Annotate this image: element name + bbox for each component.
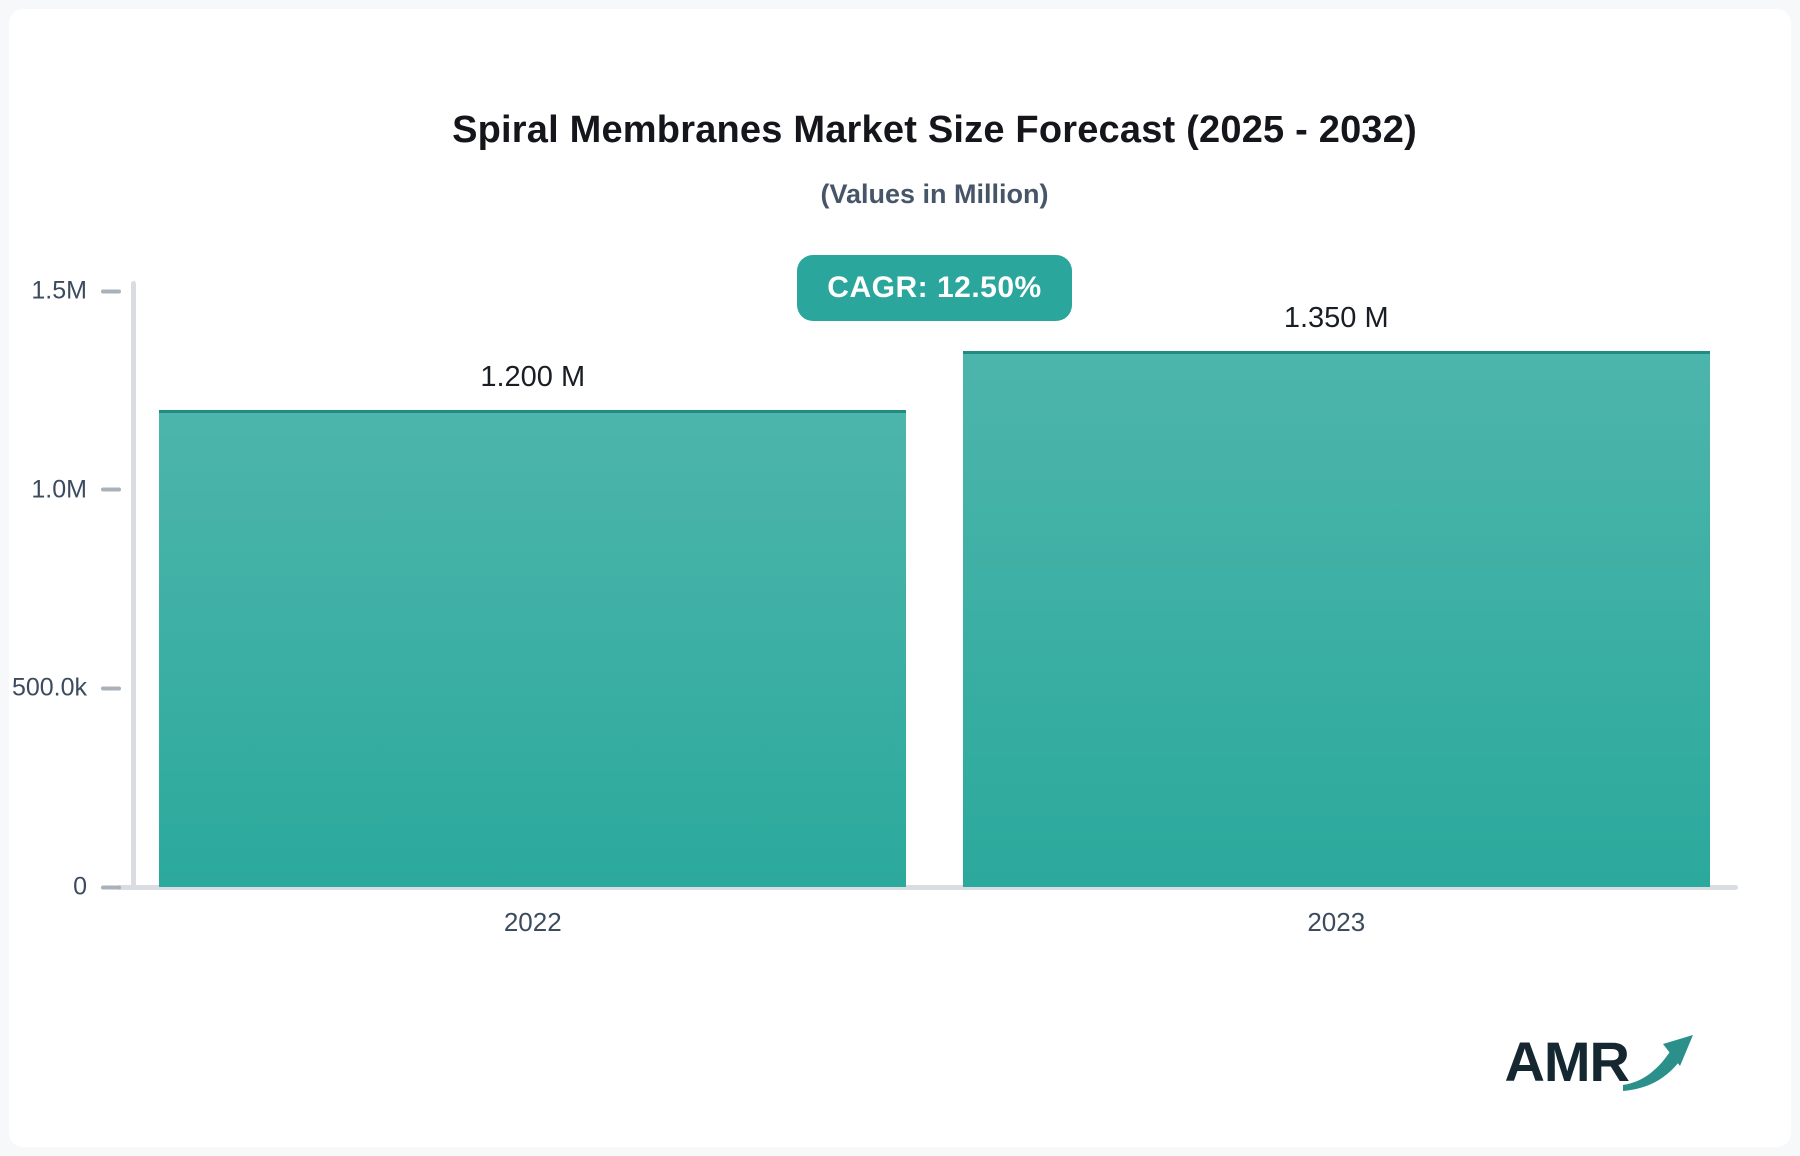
x-axis-line — [117, 885, 1738, 890]
page-title: Spiral Membranes Market Size Forecast (2… — [452, 109, 1417, 151]
y-axis-tick-label: 0 — [73, 872, 87, 901]
cagr-badge: CAGR: 12.50% — [797, 255, 1072, 321]
trend-up-arrow-icon — [1623, 1035, 1693, 1091]
y-axis-tick-label: 1.5M — [31, 276, 87, 305]
y-axis-tick: 1.5M — [31, 277, 131, 306]
brand-logo: AMR — [1504, 1027, 1695, 1095]
bar — [962, 350, 1710, 887]
y-axis-tick-label: 500.0k — [11, 673, 87, 702]
bar-value-label: 1.200 M — [480, 361, 586, 394]
plot-area: 0 500.0k 1.0M 1.5M 1.200 M 2022 1.350 M 2023 — [12, 277, 1738, 937]
bar-value-label: 1.350 M — [1283, 301, 1389, 334]
chart-card: Spiral Membranes Market Size Forecast (2… — [9, 9, 1791, 1147]
y-axis-tick-mark — [101, 885, 121, 889]
brand-logo-text: AMR — [1504, 1029, 1630, 1093]
y-axis-tick-label: 1.0M — [31, 475, 87, 504]
cagr-badge-row: CAGR: 12.50% — [131, 255, 1738, 321]
bar — [159, 410, 907, 887]
chart-subtitle: (Values in Million) — [820, 179, 1049, 209]
x-axis-category-label: 2023 — [1307, 907, 1366, 937]
y-axis-line — [131, 281, 136, 890]
x-axis-category-label: 2022 — [503, 907, 562, 937]
y-axis-tick-mark — [101, 686, 121, 691]
y-axis-tick-mark — [101, 487, 121, 492]
y-axis-tick: 500.0k — [12, 674, 131, 703]
y-axis-tick-mark — [101, 289, 121, 293]
y-axis-tick: 1.0M — [31, 475, 131, 504]
y-axis-tick: 0 — [73, 873, 131, 902]
